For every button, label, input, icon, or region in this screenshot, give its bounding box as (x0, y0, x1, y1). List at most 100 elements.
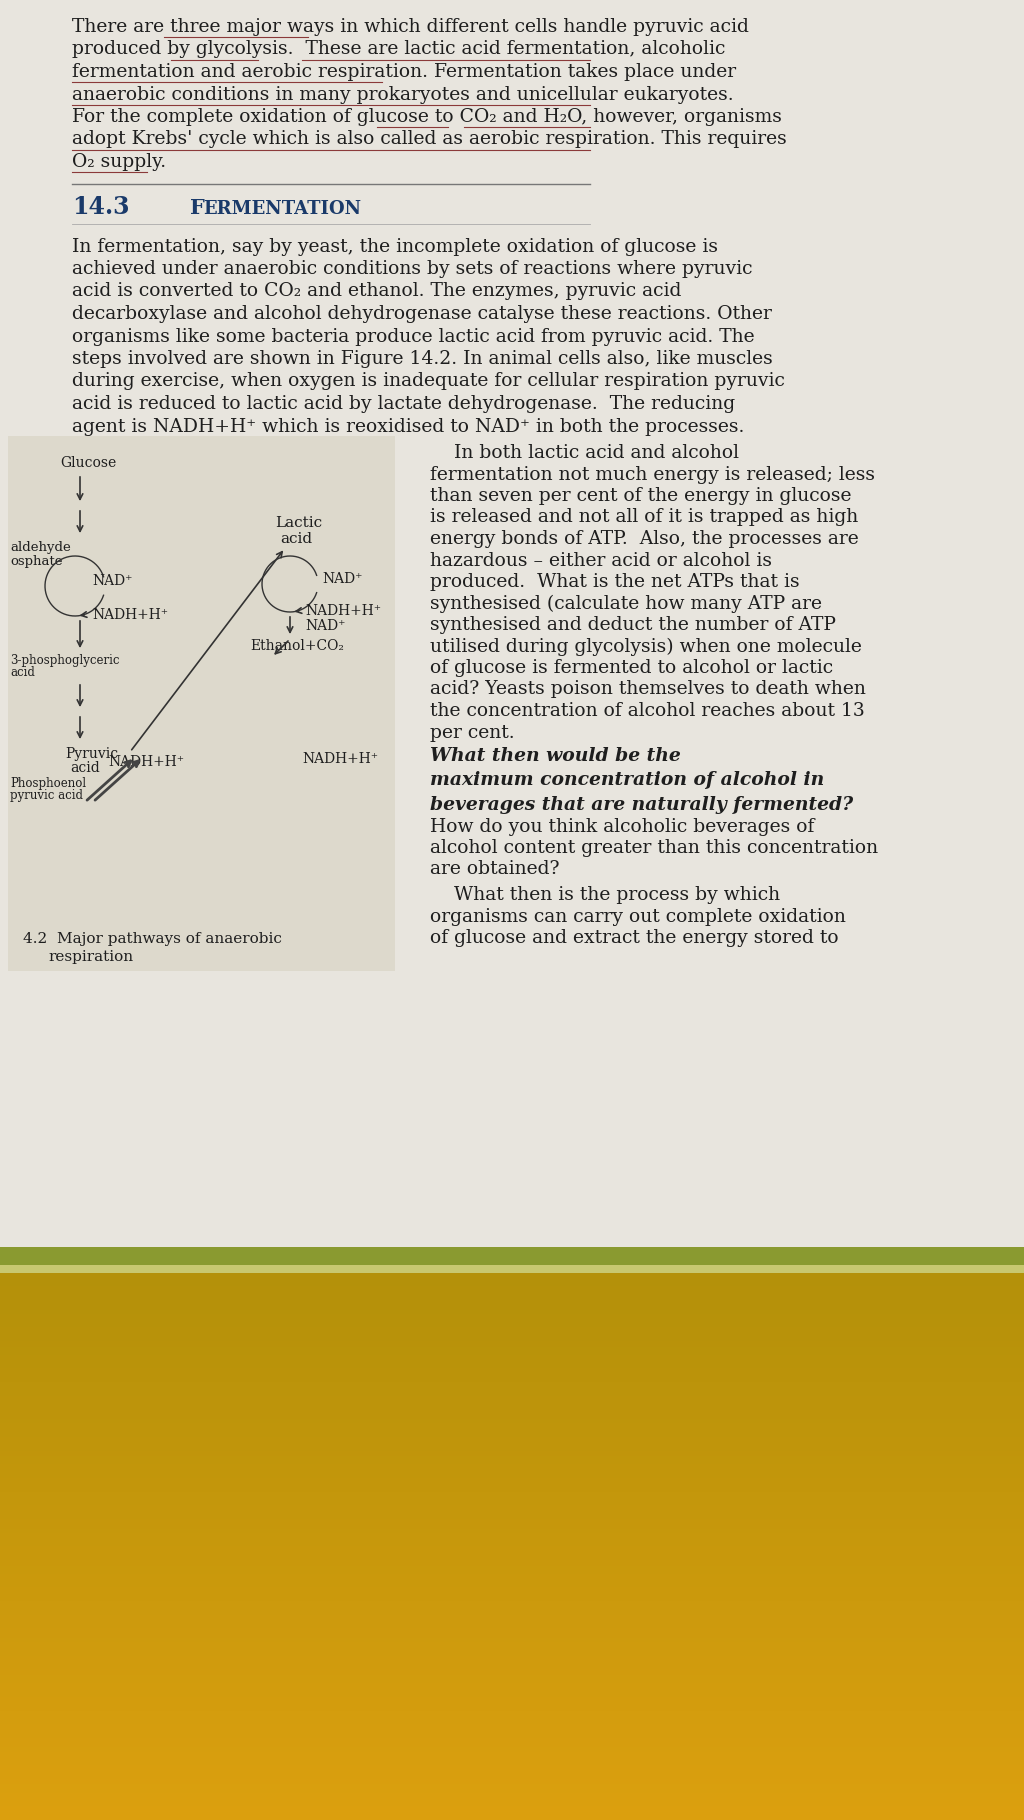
Bar (0, 1349, 1024, 1350)
Bar (0, 1361, 1024, 1363)
Bar (0, 1358, 1024, 1360)
Bar (0, 1514, 1024, 1516)
Bar (0, 1789, 1024, 1791)
Bar (0, 1607, 1024, 1609)
Bar (0, 1543, 1024, 1545)
Bar (0, 1642, 1024, 1645)
Bar (0, 1791, 1024, 1795)
Bar (0, 1496, 1024, 1498)
Bar (0, 1767, 1024, 1771)
Bar (0, 1674, 1024, 1678)
Bar (0, 1296, 1024, 1298)
Bar (0, 1469, 1024, 1471)
Text: fermentation and aerobic respiration. Fermentation takes place under: fermentation and aerobic respiration. Fe… (72, 64, 736, 82)
Bar (0, 1440, 1024, 1441)
Bar (0, 1618, 1024, 1622)
Bar (0, 1425, 1024, 1429)
Text: anaerobic conditions in many prokaryotes and unicellular eukaryotes.: anaerobic conditions in many prokaryotes… (72, 86, 733, 104)
Bar (0, 1773, 1024, 1776)
Bar (0, 1299, 1024, 1301)
Bar (0, 1294, 1024, 1298)
Bar (0, 1349, 1024, 1352)
Bar (0, 1727, 1024, 1729)
Bar (0, 1638, 1024, 1640)
Text: steps involved are shown in Figure 14.2. In animal cells also, like muscles: steps involved are shown in Figure 14.2.… (72, 349, 773, 368)
Bar (0, 1574, 1024, 1578)
Bar (0, 1299, 1024, 1303)
Bar (0, 1512, 1024, 1514)
Bar (0, 1460, 1024, 1461)
Bar (0, 1718, 1024, 1722)
Bar (0, 1563, 1024, 1567)
Bar (0, 1380, 1024, 1381)
Bar (0, 1527, 1024, 1529)
Bar (0, 1756, 1024, 1758)
Bar (0, 1734, 1024, 1736)
Text: energy bonds of ATP.  Also, the processes are: energy bonds of ATP. Also, the processes… (430, 530, 859, 548)
Bar (0, 1456, 1024, 1458)
Bar (0, 1502, 1024, 1503)
Bar (0, 1609, 1024, 1613)
Text: Glucose: Glucose (60, 457, 117, 470)
Text: 4.2  Major pathways of anaerobic: 4.2 Major pathways of anaerobic (23, 932, 282, 946)
Bar (0, 1489, 1024, 1491)
Bar (0, 1414, 1024, 1418)
Bar (0, 1279, 1024, 1281)
Bar (0, 1436, 1024, 1438)
Bar (0, 1623, 1024, 1627)
Bar (0, 1744, 1024, 1745)
Bar (0, 1689, 1024, 1691)
Text: the concentration of alcohol reaches about 13: the concentration of alcohol reaches abo… (430, 703, 864, 721)
Bar (0, 1709, 1024, 1711)
Bar (0, 1449, 1024, 1452)
Bar (0, 1804, 1024, 1805)
Bar (0, 1625, 1024, 1629)
Bar (0, 1363, 1024, 1365)
Bar (0, 1811, 1024, 1815)
Bar (0, 1309, 1024, 1310)
Bar (0, 1647, 1024, 1649)
Bar (0, 1583, 1024, 1585)
Bar (0, 1327, 1024, 1329)
Bar (0, 1725, 1024, 1727)
Text: agent is NADH+H⁺ which is reoxidised to NAD⁺ in both the processes.: agent is NADH+H⁺ which is reoxidised to … (72, 417, 744, 435)
Bar (0, 1476, 1024, 1480)
Bar (0, 1673, 1024, 1674)
Bar (0, 1614, 1024, 1618)
Bar (0, 1798, 1024, 1800)
Text: per cent.: per cent. (430, 724, 515, 741)
Bar (0, 1503, 1024, 1507)
Text: F: F (190, 198, 205, 218)
Bar (0, 1607, 1024, 1611)
Bar (0, 1580, 1024, 1582)
Bar (0, 1784, 1024, 1785)
Text: For the complete oxidation of glucose to CO₂ and H₂O, however, organisms: For the complete oxidation of glucose to… (72, 107, 782, 126)
Text: adopt Krebs' cycle which is also called as aerobic respiration. This requires: adopt Krebs' cycle which is also called … (72, 131, 786, 149)
Bar (0, 1724, 1024, 1725)
Bar (0, 1334, 1024, 1336)
Bar (0, 1654, 1024, 1656)
Bar (0, 1713, 1024, 1714)
Bar (0, 1396, 1024, 1398)
Bar (0, 1623, 1024, 1625)
Bar (0, 1547, 1024, 1549)
Text: In fermentation, say by yeast, the incomplete oxidation of glucose is: In fermentation, say by yeast, the incom… (72, 237, 718, 255)
Bar (0, 1274, 1024, 1276)
Bar (0, 1301, 1024, 1303)
Bar (0, 1769, 1024, 1771)
Bar (0, 1458, 1024, 1460)
Bar (0, 1518, 1024, 1520)
Bar (0, 1627, 1024, 1629)
Text: of glucose and extract the energy stored to: of glucose and extract the energy stored… (430, 928, 839, 946)
Bar (0, 1760, 1024, 1762)
Bar (0, 1492, 1024, 1494)
Bar (0, 1669, 1024, 1673)
Bar (0, 1370, 1024, 1372)
Text: respiration: respiration (48, 950, 133, 963)
Bar (0, 1378, 1024, 1380)
Bar (0, 1321, 1024, 1325)
Text: NADH+H⁺: NADH+H⁺ (92, 608, 168, 622)
Text: acid: acid (280, 531, 312, 546)
Bar (0, 1509, 1024, 1511)
Bar (0, 1332, 1024, 1336)
